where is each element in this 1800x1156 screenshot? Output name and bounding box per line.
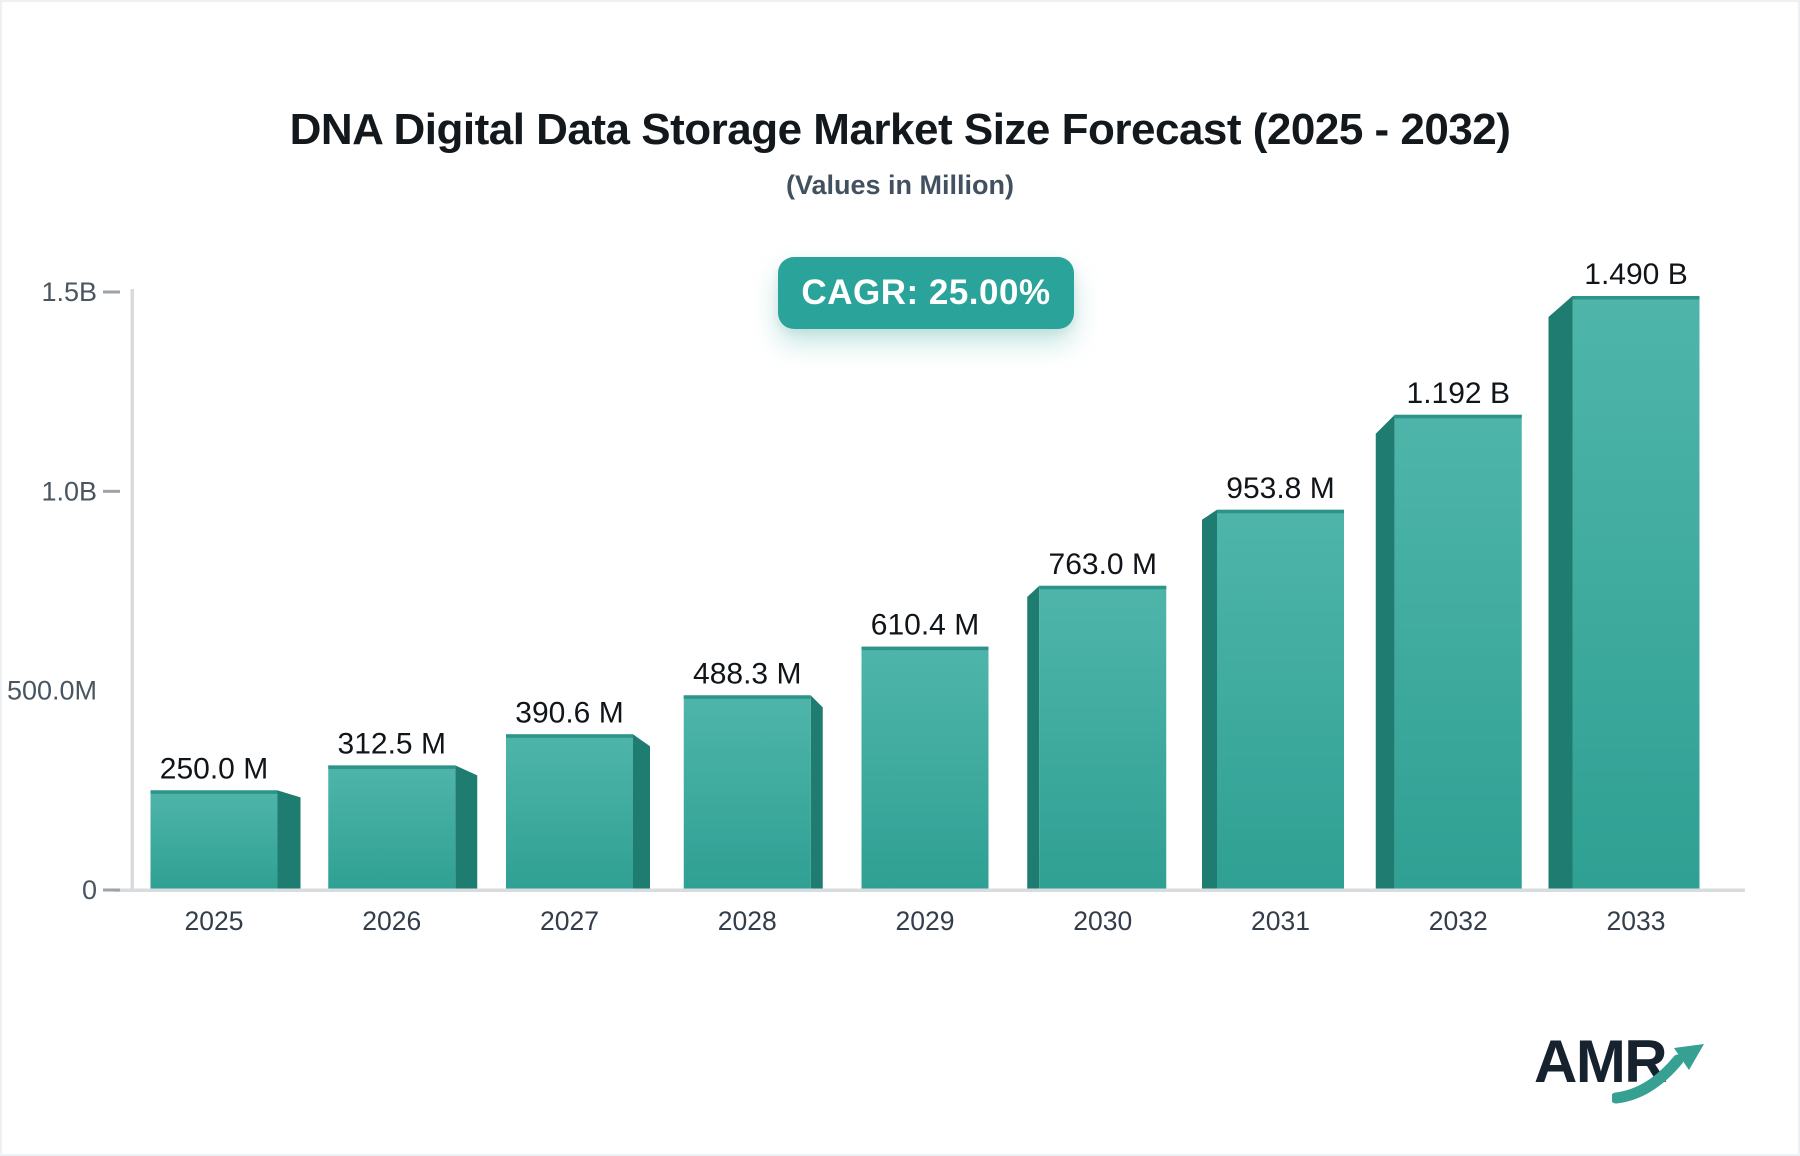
bar-top-edge-2033 [1572,295,1700,300]
bar-top-edge-2027 [506,734,633,738]
bar-2030 [1039,585,1167,890]
bar-side-2026 [455,765,478,890]
year-label-2032: 2032 [1429,906,1488,936]
bar-side-2031 [1202,509,1217,890]
chart-title: DNA Digital Data Storage Market Size For… [289,105,1511,154]
value-label-2031: 953.8 M [1226,472,1334,505]
year-label-2033: 2033 [1607,906,1666,936]
year-label-2025: 2025 [185,906,244,936]
year-label-2027: 2027 [540,906,599,936]
year-label-2028: 2028 [718,906,777,936]
value-label-2028: 488.3 M [693,657,801,690]
value-label-2033: 1.490 B [1584,258,1687,291]
value-label-2026: 312.5 M [338,727,446,760]
bar-top-edge-2028 [683,695,811,699]
growth-arrow-icon [1612,1044,1704,1104]
cagr-badge: CAGR: 25.00% [778,257,1074,329]
y-axis-label-1.0B: 1.0B [41,476,97,506]
bar-2033 [1572,295,1700,890]
bar-top-edge-2031 [1217,509,1344,514]
bar-2031 [1217,509,1344,890]
bar-side-2027 [633,734,650,890]
y-axis-label-0: 0 [82,875,97,905]
bar-top-edge-2030 [1039,585,1167,590]
y-tick-dash-1.5B [103,290,120,294]
x-axis-line [114,888,1745,892]
bar-top-edge-2026 [328,765,456,769]
cagr-badge-label: CAGR: 25.00% [801,273,1051,312]
y-axis-label-1.5B: 1.5B [41,277,97,307]
bar-side-2032 [1375,414,1395,890]
bar-top-edge-2029 [861,646,989,651]
y-tick-dash-0 [103,888,120,892]
bar-2027 [506,734,633,890]
value-label-2029: 610.4 M [871,609,979,642]
bar-2025 [150,790,278,890]
bar-2032 [1394,414,1522,890]
value-label-2032: 1.192 B [1407,377,1510,410]
value-label-2030: 763.0 M [1049,548,1157,581]
y-axis-line [130,289,134,892]
bar-2026 [328,765,456,890]
year-label-2026: 2026 [362,906,421,936]
bar-top-edge-2025 [150,790,278,794]
bar-side-2033 [1548,295,1573,890]
value-label-2025: 250.0 M [160,752,268,785]
amr-logo: AMR [1534,1032,1724,1122]
year-label-2030: 2030 [1073,906,1132,936]
bar-2029 [861,646,989,890]
value-label-2027: 390.6 M [515,696,623,729]
bar-side-2025 [277,790,301,890]
amr-logo-text: AMR [1534,1028,1668,1095]
bar-side-2028 [810,695,823,890]
chart-subtitle: (Values in Million) [785,170,1015,200]
y-axis-label-500.0M: 500.0M [7,676,97,706]
bar-top-edge-2032 [1394,414,1522,419]
bar-side-2030 [1027,585,1040,890]
bar-2028 [683,695,811,890]
year-label-2031: 2031 [1251,906,1310,936]
year-label-2029: 2029 [896,906,955,936]
y-tick-dash-1.0B [103,489,120,493]
